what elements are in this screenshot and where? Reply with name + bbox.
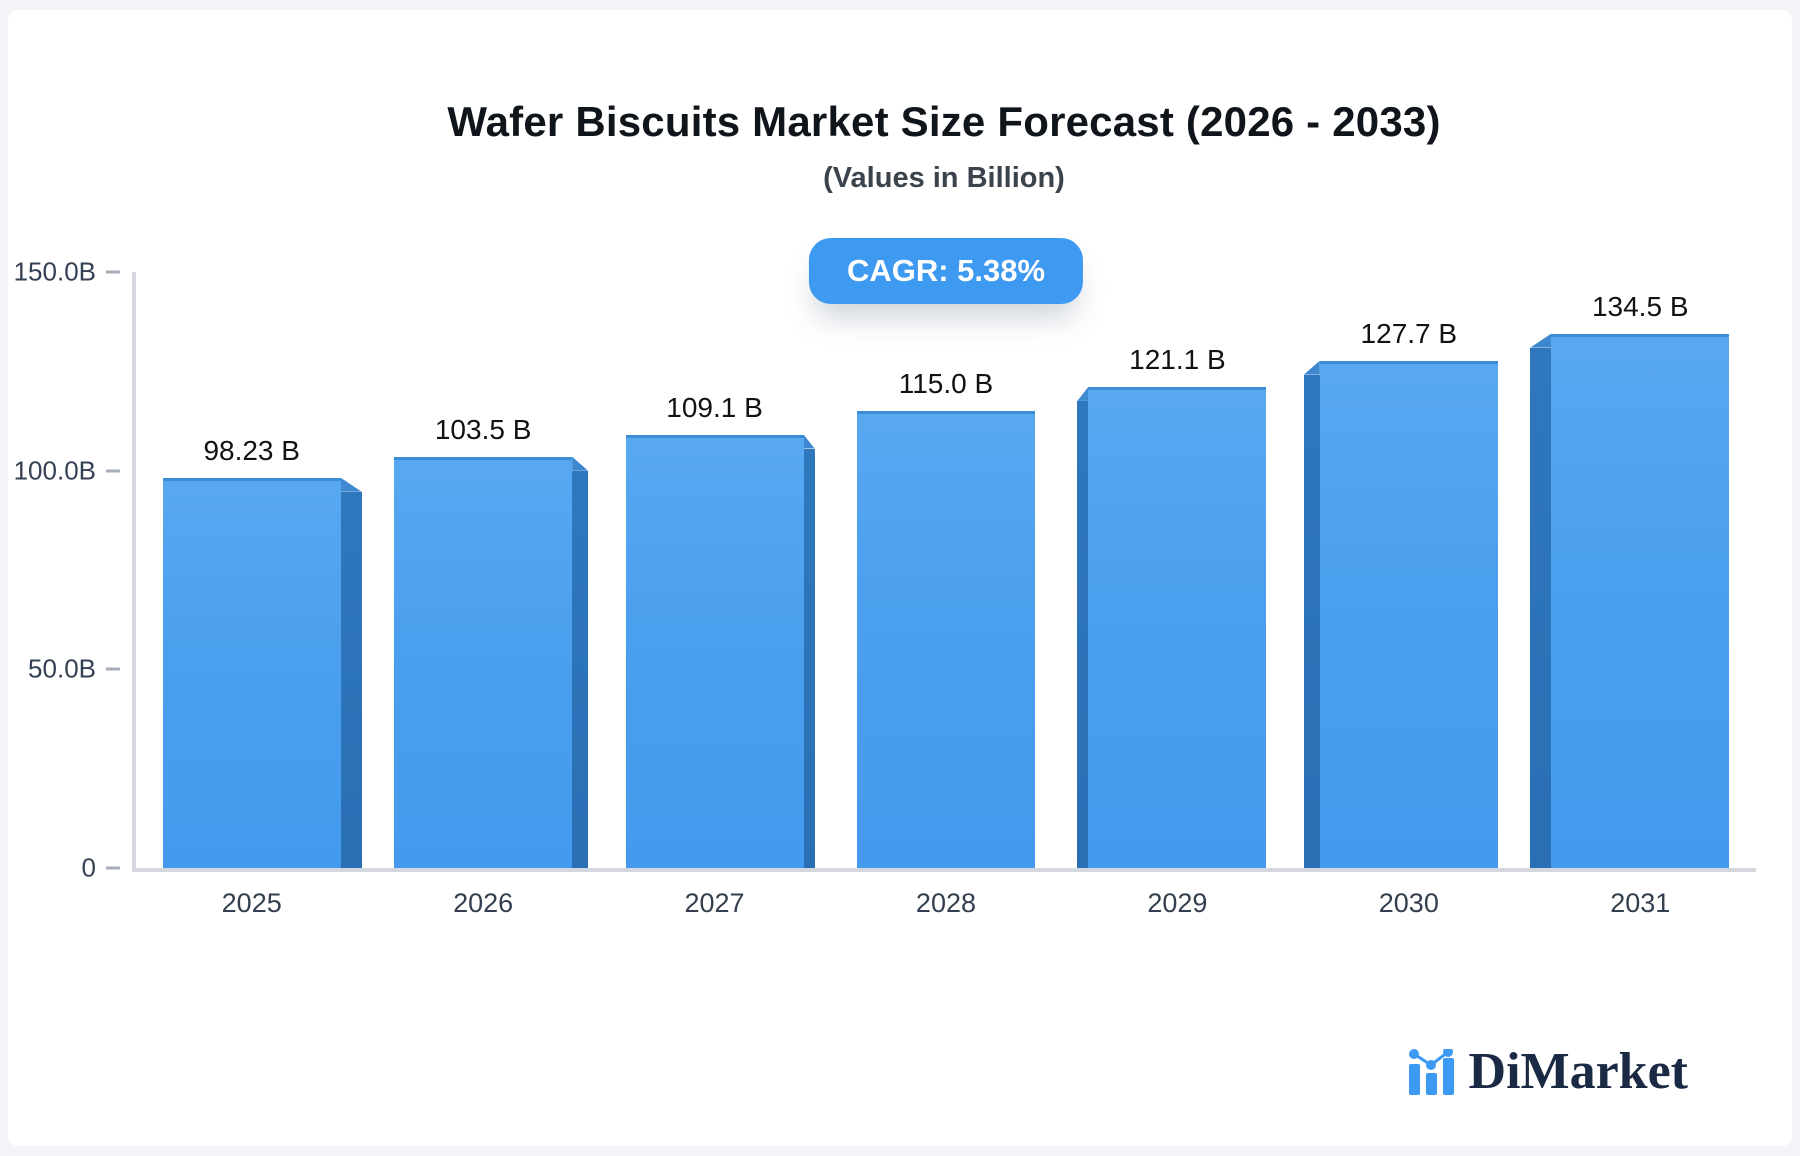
- bar-face: [1088, 386, 1267, 868]
- y-axis-tick-mark: [106, 469, 120, 473]
- brand-logo: DiMarket: [1407, 1046, 1688, 1098]
- bar-3d-side: [1530, 347, 1552, 868]
- bar-3d-side: [572, 470, 589, 868]
- bar-slot: 115.0 B 2028: [830, 272, 1061, 918]
- bar-2026[interactable]: 103.5 B: [394, 414, 589, 868]
- plot-area: 98.23 B 2025 103.5 B 2026 109.1 B 2027 115.0 B…: [136, 272, 1756, 918]
- y-axis-tick-mark: [106, 866, 120, 870]
- bar-2025[interactable]: 98.23 B: [162, 435, 362, 868]
- y-axis-tick-label: 0: [81, 852, 96, 883]
- bar-value-label: 134.5 B: [1591, 290, 1689, 322]
- bar-face: [856, 411, 1035, 868]
- bar-3d-bevel: [340, 477, 362, 492]
- bar-face: [625, 434, 804, 868]
- chart-subtitle: (Values in Billion): [823, 162, 1065, 194]
- bar-slot: 127.7 B 2030: [1293, 272, 1524, 918]
- brand-name: DiMarket: [1468, 1043, 1688, 1100]
- bar-value-label: 115.0 B: [898, 368, 994, 400]
- y-axis-tick-mark: [106, 667, 120, 671]
- bar-2028[interactable]: 115.0 B: [856, 368, 1035, 868]
- y-axis-tick-mark: [106, 270, 120, 274]
- bar-3d-side: [1303, 374, 1320, 868]
- bar-value-label: 103.5 B: [434, 413, 532, 445]
- bar-slot: 134.5 B 2031: [1525, 272, 1756, 918]
- x-axis-tick-label: 2031: [1610, 888, 1671, 918]
- chart-card: Wafer Biscuits Market Size Forecast (202…: [8, 10, 1792, 1146]
- bar-slot: 98.23 B 2025: [136, 272, 367, 918]
- bar-slot: 103.5 B 2026: [367, 272, 598, 918]
- bar-3d-bevel: [1530, 333, 1552, 348]
- bar-3d-side: [340, 491, 362, 868]
- bar-3d-bevel: [1077, 386, 1089, 401]
- bar-3d-bevel: [572, 456, 589, 471]
- bar-3d-side: [803, 448, 815, 868]
- bar-slot: 109.1 B 2027: [599, 272, 830, 918]
- y-axis-tick-label: 50.0B: [28, 653, 96, 684]
- y-axis-tick-label: 150.0B: [13, 256, 96, 287]
- x-axis-tick-label: 2026: [453, 888, 514, 918]
- bar-value-label: 109.1 B: [666, 391, 763, 423]
- bar-value-label: 127.7 B: [1360, 317, 1458, 349]
- bar-value-label: 98.23 B: [203, 434, 300, 466]
- bar-face: [162, 477, 341, 868]
- bar-3d-side: [1077, 400, 1089, 868]
- bar-chart: CAGR: 5.38% 98.23 B 2025 103.5 B 2026 109.1 …: [14, 238, 1756, 918]
- bar-3d-bevel: [803, 434, 815, 449]
- bar-slot: 121.1 B 2029: [1062, 272, 1293, 918]
- bar-face: [1319, 360, 1498, 868]
- bar-2029[interactable]: 121.1 B: [1077, 344, 1267, 868]
- x-axis-tick-label: 2025: [221, 888, 282, 918]
- bar-3d-bevel: [1303, 360, 1320, 375]
- y-axis-tick-label: 100.0B: [13, 455, 96, 486]
- bar-value-label: 121.1 B: [1129, 343, 1226, 375]
- x-axis-tick-label: 2028: [915, 888, 977, 918]
- chart-title: Wafer Biscuits Market Size Forecast (202…: [447, 98, 1441, 145]
- x-axis-tick-label: 2029: [1147, 888, 1208, 918]
- chart-header: Wafer Biscuits Market Size Forecast (202…: [8, 10, 1792, 195]
- bar-2027[interactable]: 109.1 B: [625, 392, 815, 868]
- bar-face: [394, 456, 573, 868]
- bar-face: [1551, 333, 1730, 868]
- bar-2031[interactable]: 134.5 B: [1530, 291, 1730, 868]
- bar-2030[interactable]: 127.7 B: [1303, 318, 1498, 868]
- cagr-badge: CAGR: 5.38%: [808, 238, 1084, 304]
- x-axis-tick-label: 2030: [1378, 888, 1439, 918]
- bar-line-chart-icon: [1408, 1049, 1454, 1095]
- x-axis-tick-label: 2027: [684, 888, 745, 918]
